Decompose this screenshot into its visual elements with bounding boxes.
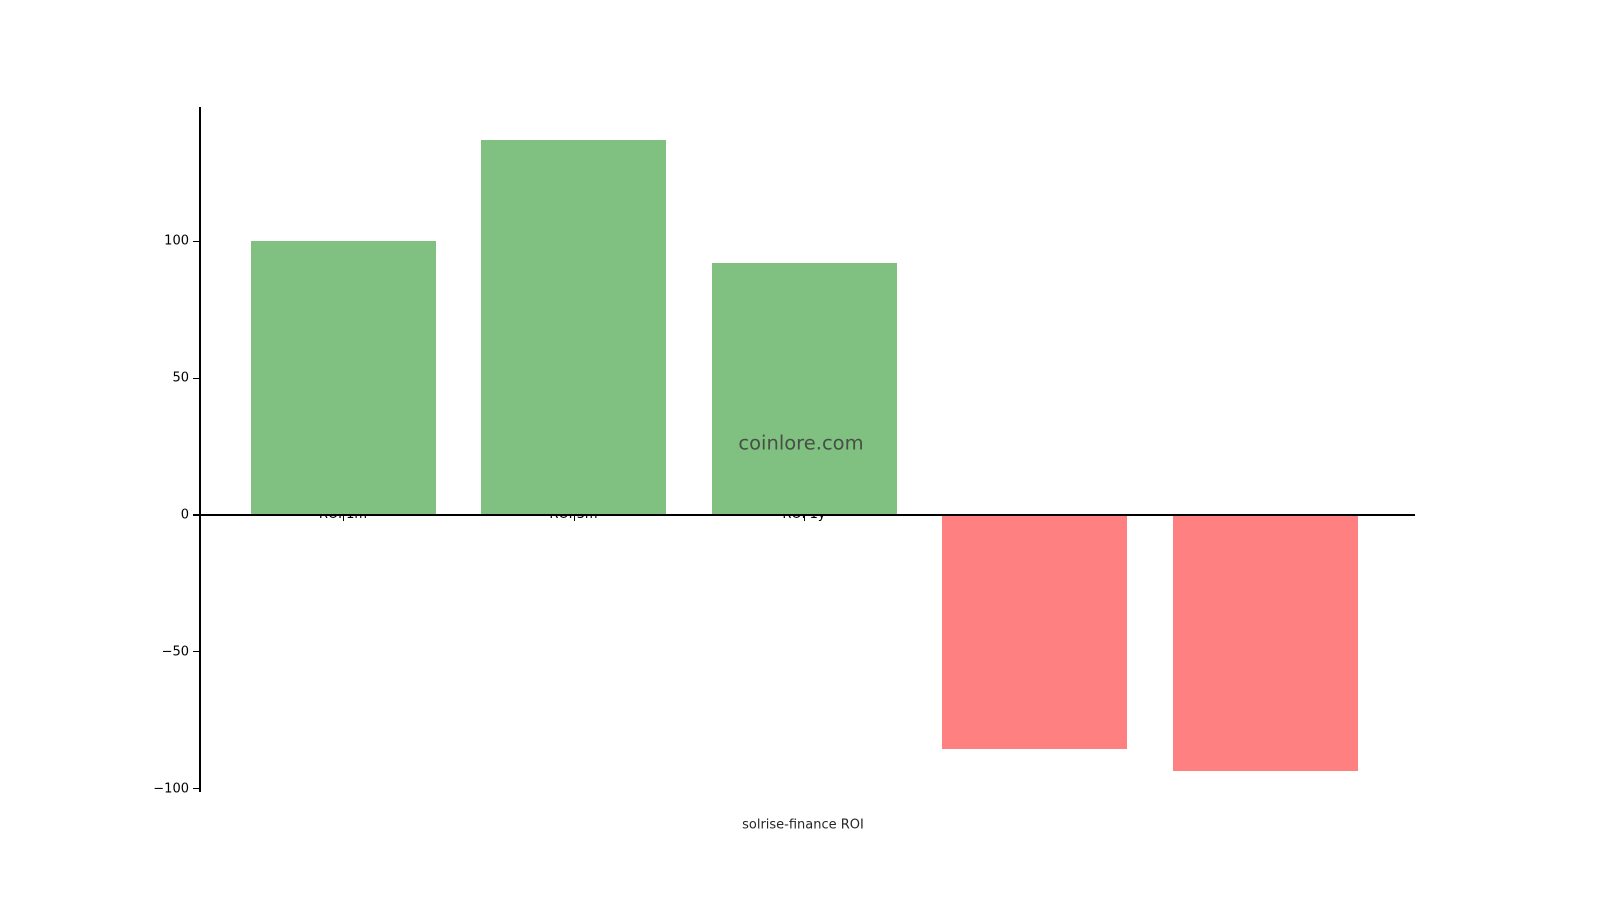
x-tick-mark-roi-3m [573, 515, 575, 521]
x-tick-mark-roi-1y [804, 515, 806, 521]
y-tick-mark--100 [193, 788, 200, 790]
x-tick-mark-roi-1m [343, 515, 345, 521]
bar-roi-1m [250, 241, 436, 515]
y-tick-label-50: 50 [172, 370, 189, 386]
bar-roi-1y [711, 263, 897, 515]
x-axis-zero-line [200, 514, 1415, 516]
y-tick-label-0: 0 [180, 507, 189, 523]
y-tick-mark-0 [193, 514, 200, 516]
watermark-text: coinlore.com [738, 431, 864, 455]
bar-unlabeled-5 [1172, 516, 1358, 771]
y-tick-mark-100 [193, 240, 200, 242]
chart-title: solrise-finance ROI [742, 817, 864, 833]
y-tick-label--50: −50 [161, 644, 189, 660]
y-tick-mark--50 [193, 651, 200, 653]
y-tick-label-100: 100 [164, 233, 189, 249]
y-tick-label--100: −100 [153, 781, 189, 797]
y-axis-spine [199, 107, 201, 792]
bar-unlabeled-4 [942, 516, 1127, 749]
y-tick-mark-50 [193, 377, 200, 379]
bar-roi-3m [481, 139, 666, 515]
